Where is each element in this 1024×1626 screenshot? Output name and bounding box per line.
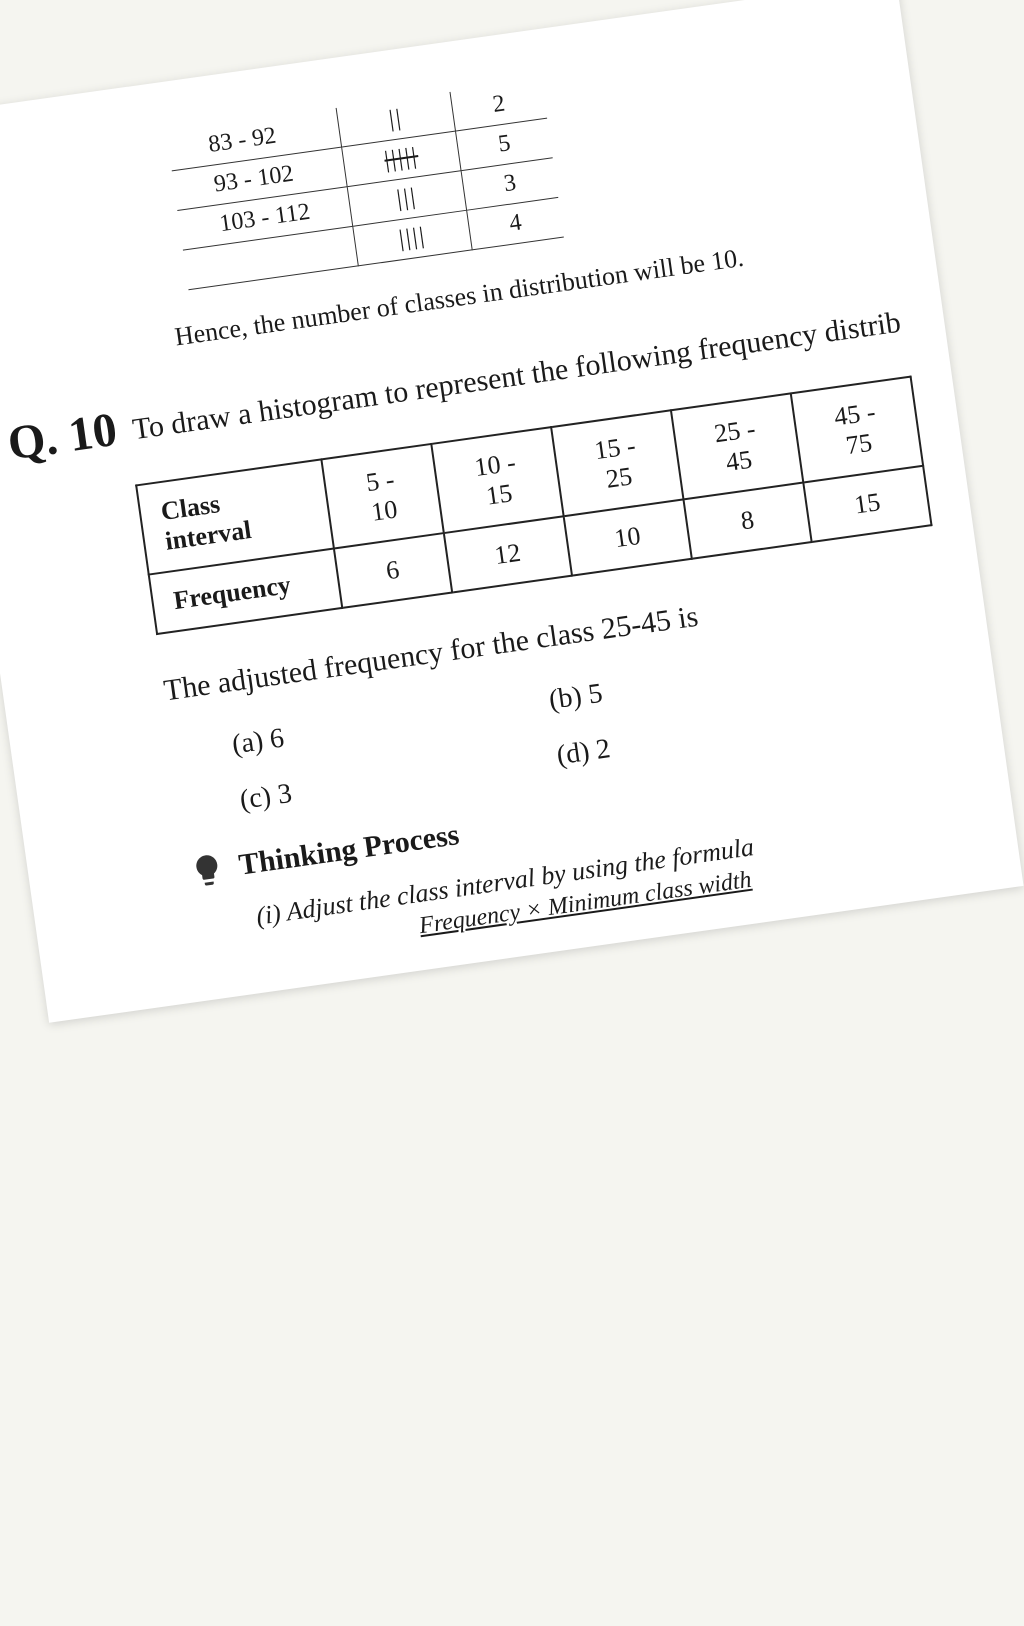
question-number: Q. 10 — [4, 402, 120, 472]
header-cell: 10 - 15 — [431, 427, 563, 533]
header-cell: 45 - 75 — [791, 377, 923, 483]
header-cell: 5 - 10 — [321, 444, 443, 549]
header-cell: 25 - 45 — [671, 393, 803, 499]
header-cell: 15 - 25 — [551, 410, 683, 516]
page-container: 83 - 92 || 2 93 - 102 ||||| 5 103 - 112 … — [0, 0, 1024, 1023]
tally-table: 83 - 92 || 2 93 - 102 ||||| 5 103 - 112 … — [166, 79, 564, 290]
lightbulb-icon — [187, 850, 228, 891]
thinking-process-label: Thinking Process — [237, 818, 462, 883]
